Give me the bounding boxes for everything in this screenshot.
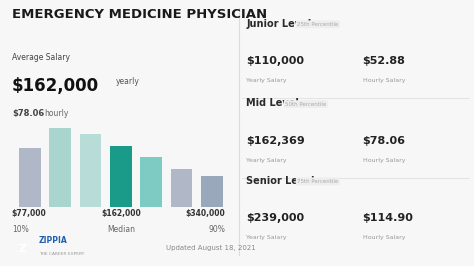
Text: Average Salary: Average Salary	[12, 53, 70, 62]
Text: 75th Percentile: 75th Percentile	[297, 179, 338, 184]
Text: $239,000: $239,000	[246, 213, 305, 223]
Text: hourly: hourly	[44, 109, 68, 118]
Text: $340,000: $340,000	[185, 209, 225, 218]
Bar	[19, 148, 41, 207]
Text: 50th Percentile: 50th Percentile	[285, 102, 327, 107]
Text: Updated August 18, 2021: Updated August 18, 2021	[166, 245, 255, 251]
Text: $78.06: $78.06	[12, 109, 44, 118]
Text: $162,000: $162,000	[101, 209, 141, 218]
Text: Hourly Salary: Hourly Salary	[363, 158, 405, 163]
Text: Median: Median	[107, 225, 135, 234]
Text: 25th Percentile: 25th Percentile	[297, 22, 338, 27]
Text: $114.90: $114.90	[363, 213, 413, 223]
Text: 10%: 10%	[12, 225, 28, 234]
Text: EMERGENCY MEDICINE PHYSICIAN: EMERGENCY MEDICINE PHYSICIAN	[12, 8, 267, 21]
Text: Mid Level: Mid Level	[246, 98, 300, 109]
Text: $77,000: $77,000	[12, 209, 46, 218]
Text: $110,000: $110,000	[246, 56, 304, 66]
Bar	[201, 176, 223, 207]
Bar	[171, 169, 192, 207]
Bar	[49, 128, 71, 207]
Text: $162,369: $162,369	[246, 136, 305, 146]
Text: Junior Level: Junior Level	[246, 19, 312, 29]
Text: Yearly Salary: Yearly Salary	[246, 235, 287, 240]
Bar	[110, 146, 132, 207]
Bar	[80, 134, 101, 207]
Text: $162,000: $162,000	[12, 77, 99, 95]
Text: THE CAREER EXPERT: THE CAREER EXPERT	[39, 252, 84, 256]
Text: Hourly Salary: Hourly Salary	[363, 78, 405, 84]
Text: $52.88: $52.88	[363, 56, 405, 66]
Text: 90%: 90%	[208, 225, 225, 234]
Text: ZIPPIA: ZIPPIA	[39, 236, 68, 245]
Text: Z: Z	[19, 244, 27, 254]
Bar	[140, 157, 162, 207]
Text: Hourly Salary: Hourly Salary	[363, 235, 405, 240]
Text: Senior Level: Senior Level	[246, 176, 315, 186]
Text: Yearly Salary: Yearly Salary	[246, 158, 287, 163]
Text: yearly: yearly	[116, 77, 140, 86]
Text: Yearly Salary: Yearly Salary	[246, 78, 287, 84]
Text: $78.06: $78.06	[363, 136, 406, 146]
